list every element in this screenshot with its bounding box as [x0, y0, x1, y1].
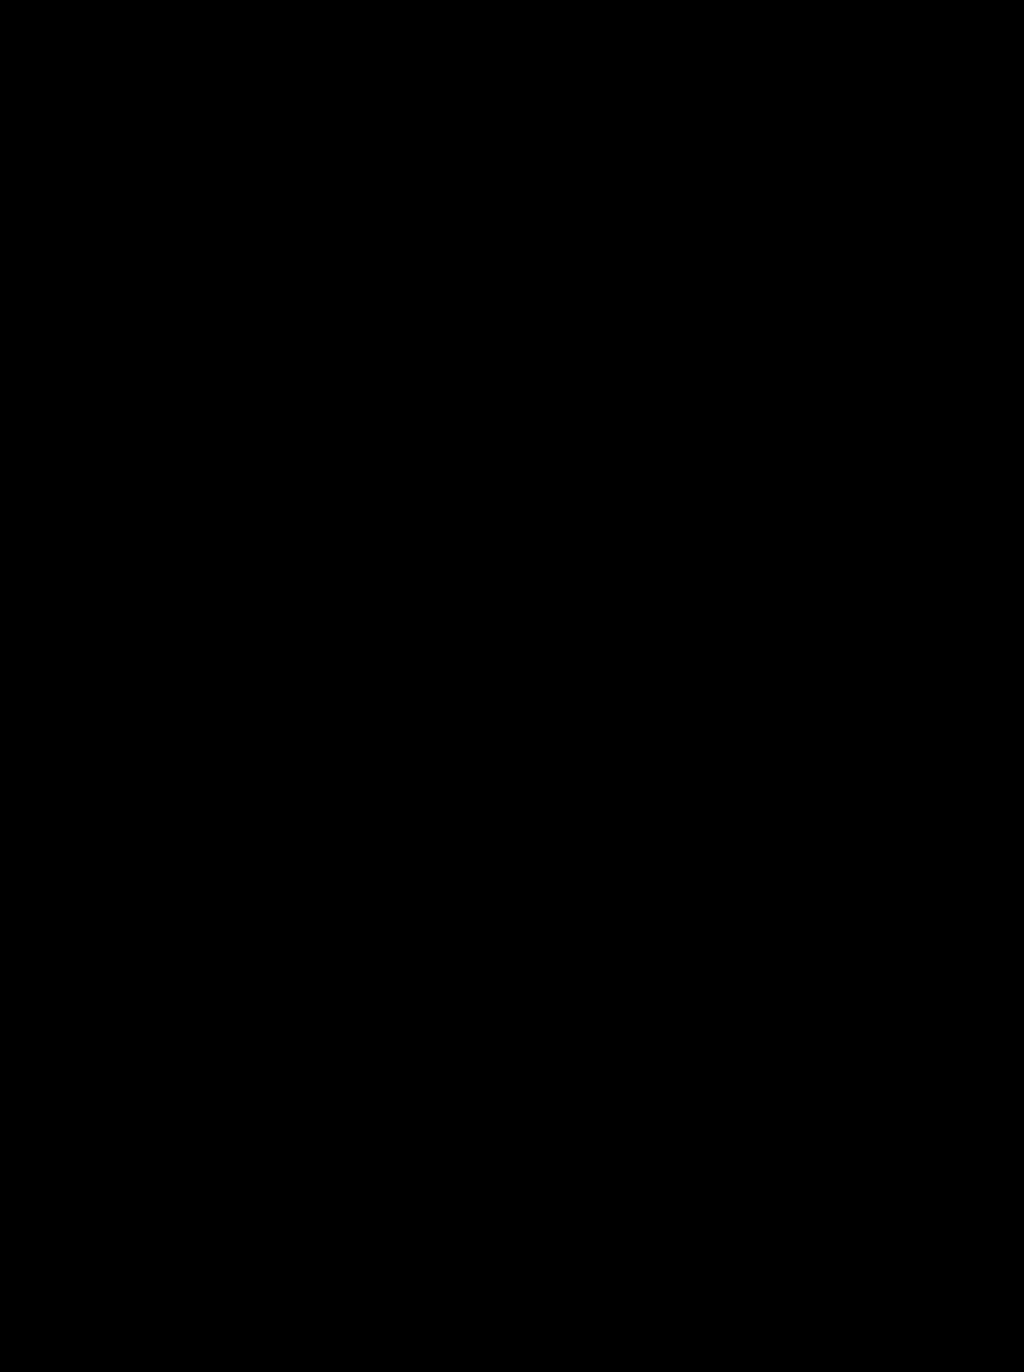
Text: $I_1$: $I_1$: [145, 786, 158, 805]
Text: 1$\Omega$: 1$\Omega$: [488, 395, 511, 412]
Text: 2$\Omega$: 2$\Omega$: [392, 128, 416, 144]
Text: 2$\Omega$: 2$\Omega$: [157, 299, 179, 314]
Text: 4$\Omega$: 4$\Omega$: [378, 707, 400, 723]
Text: 4$\Omega$: 4$\Omega$: [157, 536, 179, 552]
Text: (c)  The potential at $\it{S}$ is less than that at $\it{Q}$: (c) The potential at $\it{S}$ is less th…: [50, 980, 440, 1002]
Text: 4$\Omega$: 4$\Omega$: [599, 536, 622, 552]
Text: S: S: [488, 148, 499, 166]
Text: (a)  The current through $\it{PQ}$ is zero: (a) The current through $\it{PQ}$ is zer…: [50, 848, 365, 870]
Text: For the resistance network shown in the figure, choose the: For the resistance network shown in the …: [43, 73, 595, 92]
Text: P: P: [280, 148, 290, 166]
Text: Q: Q: [276, 678, 290, 696]
Text: (2012): (2012): [667, 114, 735, 133]
Text: 12 V: 12 V: [393, 685, 427, 700]
Text: 1$\Omega$: 1$\Omega$: [311, 395, 335, 412]
Text: (d)  $I_2$ = 2 A: (d) $I_2$ = 2 A: [50, 1045, 159, 1067]
Text: $I_2$: $I_2$: [285, 121, 297, 140]
Text: 2$\Omega$: 2$\Omega$: [599, 299, 622, 314]
Text: correct option(s).: correct option(s).: [43, 114, 204, 133]
Text: (b)  $I_1$ = 3 A: (b) $I_1$ = 3 A: [50, 914, 159, 936]
Text: T: T: [488, 678, 499, 696]
